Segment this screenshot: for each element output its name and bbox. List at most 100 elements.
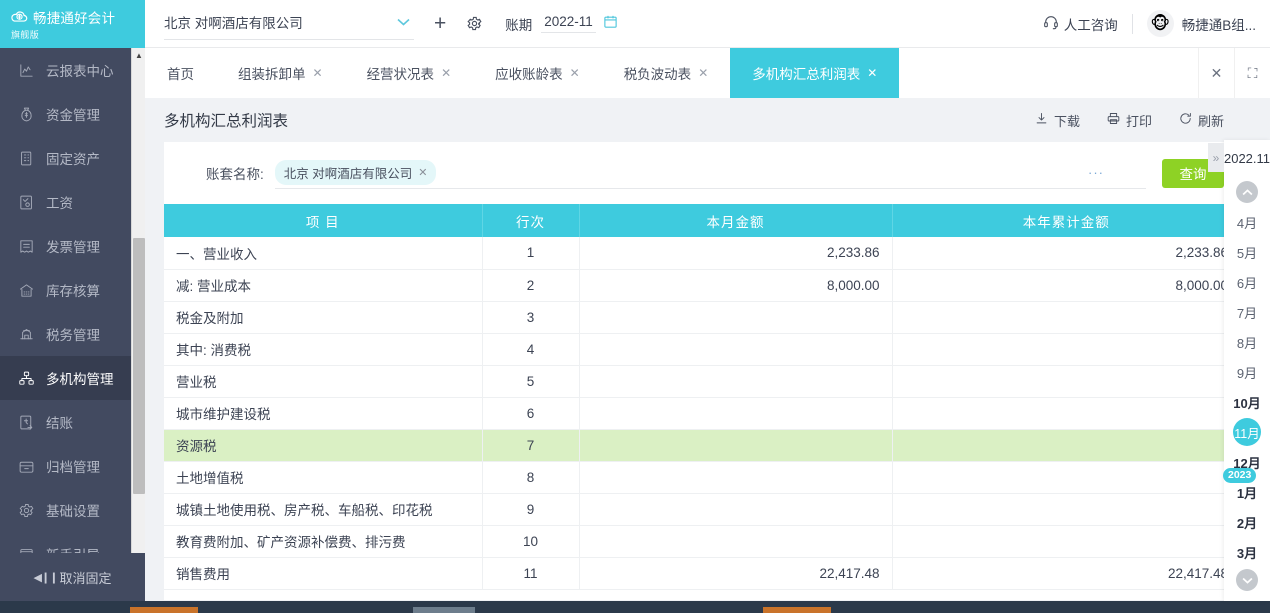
- refresh-button[interactable]: 刷新: [1178, 111, 1224, 130]
- table-row[interactable]: 资源税 7: [164, 429, 1240, 462]
- sidebar-item-2[interactable]: 固定资产: [0, 136, 145, 180]
- brand-edition: 旗舰版: [11, 30, 40, 40]
- action-label: 打印: [1125, 113, 1152, 129]
- tab-0[interactable]: 首页: [145, 48, 216, 98]
- table-row[interactable]: 减: 营业成本 2 8,000.00 8,000.00: [164, 269, 1240, 302]
- sidebar-nav: 云报表中心资金管理固定资产 工资 发票管理 库存核算 税务管理 多机构管理 结账归档管理基础…: [0, 48, 145, 601]
- tab-close-icon[interactable]: ✕: [867, 66, 878, 80]
- gear-icon[interactable]: [466, 15, 483, 32]
- action-label: 下载: [1053, 113, 1080, 129]
- chip-close-icon[interactable]: ✕: [418, 167, 428, 179]
- brand-header: 畅捷通好会计 旗舰版: [0, 0, 145, 48]
- cell-line: 5: [482, 365, 580, 398]
- chevron-up-circle-icon[interactable]: [1236, 181, 1258, 203]
- table-row[interactable]: 其中: 消费税 4: [164, 333, 1240, 366]
- cell-line: 1: [482, 237, 580, 270]
- month-item-5月[interactable]: 5月: [1224, 237, 1270, 267]
- month-item-7月[interactable]: 7月: [1224, 297, 1270, 327]
- money-bag-icon: [18, 106, 35, 123]
- sidebar-scroll-thumb[interactable]: [133, 238, 145, 494]
- cell-month-amount: [579, 525, 893, 558]
- unpin-sidebar-button[interactable]: ◀❙❙ 取消固定: [0, 553, 145, 601]
- tab-close-icon[interactable]: ✕: [569, 66, 580, 80]
- filter-chip[interactable]: 北京 对啊酒店有限公司 ✕: [274, 160, 437, 185]
- tab-4[interactable]: 税负波动表 ✕: [602, 48, 731, 98]
- cell-ytd-amount: [892, 429, 1240, 462]
- chart-report-icon: [18, 62, 35, 79]
- sidebar-item-8[interactable]: 结账: [0, 400, 145, 444]
- sidebar-item-5[interactable]: 库存核算: [0, 268, 145, 312]
- tab-5[interactable]: 多机构汇总利润表 ✕: [730, 48, 900, 98]
- sidebar-item-4[interactable]: 发票管理: [0, 224, 145, 268]
- table-row[interactable]: 城镇土地使用税、房产税、车船税、印花税 9: [164, 493, 1240, 526]
- tab-label: 经营状况表: [366, 67, 435, 82]
- cell-line: 4: [482, 333, 580, 366]
- month-item-9月[interactable]: 9月: [1224, 357, 1270, 387]
- double-chevron-right-icon[interactable]: »: [1208, 143, 1224, 172]
- month-item-8月[interactable]: 8月: [1224, 327, 1270, 357]
- table-row[interactable]: 税金及附加 3: [164, 301, 1240, 334]
- sidebar-item-6[interactable]: 税务管理: [0, 312, 145, 356]
- table-row[interactable]: 土地增值税 8: [164, 461, 1240, 494]
- sidebar-item-1[interactable]: 资金管理: [0, 92, 145, 136]
- month-item-3月[interactable]: 3月: [1224, 537, 1270, 567]
- month-item-2月[interactable]: 2月: [1224, 507, 1270, 537]
- column-header-0: 项 目: [164, 204, 483, 237]
- calendar-icon[interactable]: [603, 14, 618, 34]
- cell-month-amount: [579, 461, 893, 494]
- username-label[interactable]: 畅捷通B组...: [1181, 17, 1256, 33]
- chevron-down-icon: [397, 15, 410, 29]
- sidebar-scrollbar[interactable]: ▲ ▼: [131, 48, 145, 601]
- table-row[interactable]: 一、营业收入 1 2,233.86 2,233.86: [164, 237, 1240, 270]
- sidebar-item-10[interactable]: 基础设置: [0, 488, 145, 532]
- table-row[interactable]: 教育费附加、矿产资源补偿费、排污费 10: [164, 525, 1240, 558]
- month-label: 3月: [1236, 545, 1258, 561]
- table-row[interactable]: 营业税 5: [164, 365, 1240, 398]
- archive-icon: [18, 458, 35, 475]
- month-item-4月[interactable]: 4月: [1224, 207, 1270, 237]
- scroll-up-arrow[interactable]: ▲: [135, 51, 143, 60]
- printer-button[interactable]: 打印: [1106, 111, 1152, 130]
- avatar[interactable]: 🐵: [1146, 10, 1174, 37]
- sidebar-item-0[interactable]: 云报表中心: [0, 48, 145, 92]
- account-set-filter-input[interactable]: 北京 对啊酒店有限公司 ✕ ···: [274, 157, 1146, 189]
- taskbar-segment-active: [130, 607, 198, 613]
- sidebar-item-7[interactable]: 多机构管理: [0, 356, 145, 400]
- tab-controls: ✕ ⛶: [1198, 48, 1270, 98]
- table-row[interactable]: 城市维护建设税 6: [164, 397, 1240, 430]
- month-label: 4月: [1236, 215, 1258, 231]
- cell-item: 教育费附加、矿产资源补偿费、排污费: [164, 525, 483, 558]
- tab-close-icon[interactable]: ✕: [698, 66, 709, 80]
- tab-1[interactable]: 组装拆卸单 ✕: [216, 48, 345, 98]
- sidebar-item-label: 归档管理: [46, 460, 100, 475]
- tab-close-icon[interactable]: ✕: [441, 66, 452, 80]
- chevron-down-circle-icon[interactable]: [1236, 569, 1258, 591]
- month-item-1月[interactable]: 2023 1月: [1223, 468, 1270, 507]
- gear-icon: [18, 502, 35, 519]
- sidebar-item-label: 资金管理: [46, 108, 100, 123]
- month-item-12月[interactable]: 12月: [1224, 447, 1270, 477]
- download-button[interactable]: 下载: [1034, 111, 1080, 130]
- tab-3[interactable]: 应收账龄表 ✕: [473, 48, 602, 98]
- table-row[interactable]: 销售费用 11 22,417.48 22,417.48: [164, 557, 1240, 590]
- period-value[interactable]: 2022-11: [541, 14, 596, 33]
- tab-2[interactable]: 经营状况表 ✕: [345, 48, 474, 98]
- human-consult-button[interactable]: 人工咨询: [1043, 14, 1118, 34]
- close-icon[interactable]: ✕: [1198, 48, 1234, 98]
- cell-month-amount: [579, 429, 893, 462]
- account-set-selector[interactable]: 北京 对啊酒店有限公司: [164, 8, 414, 40]
- ellipsis-icon[interactable]: ···: [1088, 165, 1104, 180]
- fullscreen-icon[interactable]: ⛶: [1234, 48, 1270, 98]
- month-item-10月[interactable]: 10月: [1224, 387, 1270, 417]
- month-label: 10月: [1233, 395, 1261, 411]
- month-item-11月[interactable]: 11月: [1224, 417, 1270, 447]
- sidebar-item-9[interactable]: 归档管理: [0, 444, 145, 488]
- month-label: 5月: [1236, 245, 1258, 261]
- month-label: 6月: [1236, 275, 1258, 291]
- cell-item: 城市维护建设税: [164, 397, 483, 430]
- sidebar-item-3[interactable]: 工资: [0, 180, 145, 224]
- month-item-6月[interactable]: 6月: [1224, 267, 1270, 297]
- profit-report-table: 项 目行次 本月金额 本年累计金额 一、营业收入 1 2,233.86 2,233.86 减…: [164, 204, 1240, 590]
- tab-close-icon[interactable]: ✕: [312, 66, 323, 80]
- add-account-set-button[interactable]: +: [434, 12, 447, 35]
